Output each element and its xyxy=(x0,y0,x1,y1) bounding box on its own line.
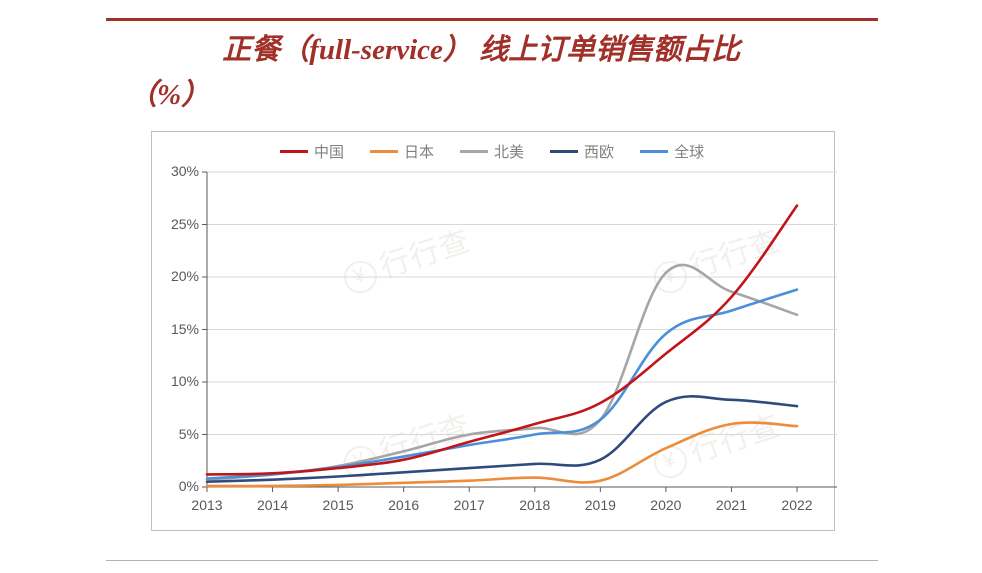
y-tick-label: 5% xyxy=(161,426,199,442)
series-line-na xyxy=(207,265,797,480)
chart-title: 正餐（full-service） 线上订单销售额占比 （%） xyxy=(128,28,878,118)
y-tick-label: 25% xyxy=(161,216,199,232)
x-tick-label: 2020 xyxy=(641,497,691,513)
x-tick-label: 2016 xyxy=(379,497,429,513)
legend-label: 北美 xyxy=(494,141,524,162)
legend-item-japan: 日本 xyxy=(370,141,434,162)
legend-item-na: 北美 xyxy=(460,141,524,162)
y-tick-label: 30% xyxy=(161,163,199,179)
legend: 中国 日本 北美 西欧 全球 xyxy=(280,141,704,162)
legend-swatch xyxy=(640,150,668,153)
title-line-1: 正餐（full-service） 线上订单销售额占比 xyxy=(128,34,740,66)
legend-swatch xyxy=(460,150,488,153)
y-tick-label: 0% xyxy=(161,478,199,494)
bottom-rule xyxy=(106,560,878,561)
page: 正餐（full-service） 线上订单销售额占比 （%） ¥行行查¥行行查¥… xyxy=(0,0,982,573)
legend-label: 全球 xyxy=(674,141,704,162)
legend-swatch xyxy=(280,150,308,153)
top-rule xyxy=(106,18,878,21)
x-tick-label: 2018 xyxy=(510,497,560,513)
legend-item-global: 全球 xyxy=(640,141,704,162)
series-line-global xyxy=(207,290,797,479)
y-tick-label: 10% xyxy=(161,373,199,389)
x-tick-label: 2022 xyxy=(772,497,822,513)
x-tick-label: 2013 xyxy=(182,497,232,513)
x-tick-label: 2017 xyxy=(444,497,494,513)
legend-label: 西欧 xyxy=(584,141,614,162)
title-line-2: （%） xyxy=(128,79,210,111)
legend-swatch xyxy=(550,150,578,153)
x-tick-label: 2015 xyxy=(313,497,363,513)
x-tick-label: 2021 xyxy=(706,497,756,513)
x-tick-label: 2019 xyxy=(575,497,625,513)
line-chart xyxy=(197,162,847,497)
y-tick-label: 15% xyxy=(161,321,199,337)
legend-label: 日本 xyxy=(404,141,434,162)
y-tick-label: 20% xyxy=(161,268,199,284)
legend-swatch xyxy=(370,150,398,153)
legend-label: 中国 xyxy=(314,141,344,162)
legend-item-china: 中国 xyxy=(280,141,344,162)
legend-item-weu: 西欧 xyxy=(550,141,614,162)
x-tick-label: 2014 xyxy=(248,497,298,513)
